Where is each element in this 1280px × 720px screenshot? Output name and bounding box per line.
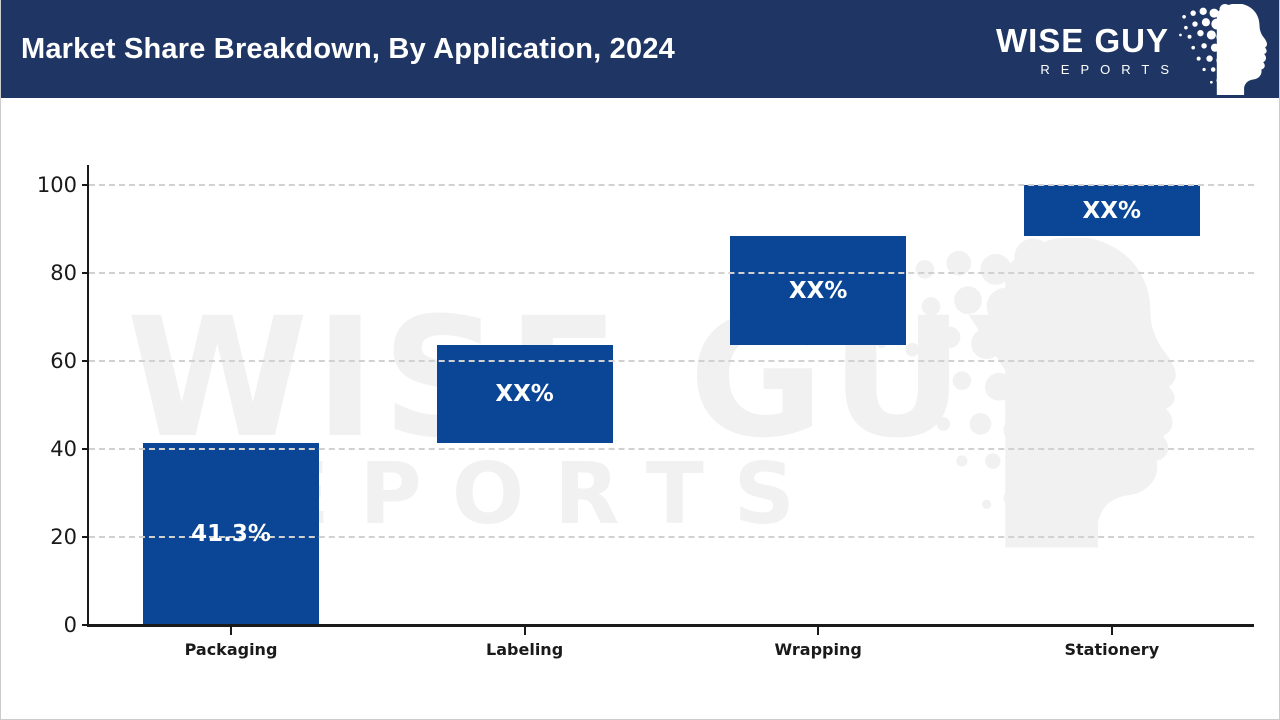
bar-value-label: XX% [1082,197,1142,224]
y-axis-tick [82,272,89,274]
bar-stationery [1023,185,1200,237]
bar-value-label: XX% [788,277,848,304]
wiseguy-logo: WISE GUY REPORTS [996,0,1279,98]
y-axis-tick-label: 40 [50,437,77,461]
header: Market Share Breakdown, By Application, … [1,0,1279,98]
page-title: Market Share Breakdown, By Application, … [21,33,675,65]
x-axis-category-label: Stationery [1064,640,1160,659]
y-axis-tick-label: 0 [63,613,77,637]
y-axis-tick [82,448,89,450]
y-axis-tick [82,536,89,538]
x-axis-category-label: Packaging [184,640,278,659]
y-axis-tick-label: 60 [50,349,77,373]
x-axis-tick [523,627,526,635]
logo-brand-name: WISE GUY [995,22,1169,59]
bar-wrapping [730,236,907,346]
x-axis-tick [230,627,232,635]
y-axis-tick [82,360,89,362]
x-axis-category-label: Wrapping [774,640,862,659]
y-axis-tick-label: 20 [50,525,77,549]
gridline [89,360,1254,362]
wiseguy-head-watermark-icon [876,238,1176,548]
logo-brand-subtitle: REPORTS [1040,62,1180,77]
y-axis-tick [82,624,89,626]
y-axis-tick [82,184,89,186]
y-axis-tick-label: 80 [50,261,77,285]
gridline [89,184,1254,186]
logo-text: WISE GUY REPORTS [996,22,1169,77]
x-axis-tick [1110,627,1113,635]
y-axis-tick-label: 100 [36,173,77,197]
y-axis-line [87,165,89,627]
wiseguy-head-logo-icon [1179,4,1267,95]
x-axis-category-label: Labeling [486,640,564,659]
x-axis-line [87,624,1254,627]
x-axis-tick [817,627,820,635]
gridline [89,536,1254,538]
bar-value-label: 41.3% [191,521,271,548]
gridline [89,272,1254,274]
bar-value-label: XX% [495,381,554,408]
gridline [89,448,1254,450]
bar-packaging [143,443,319,625]
